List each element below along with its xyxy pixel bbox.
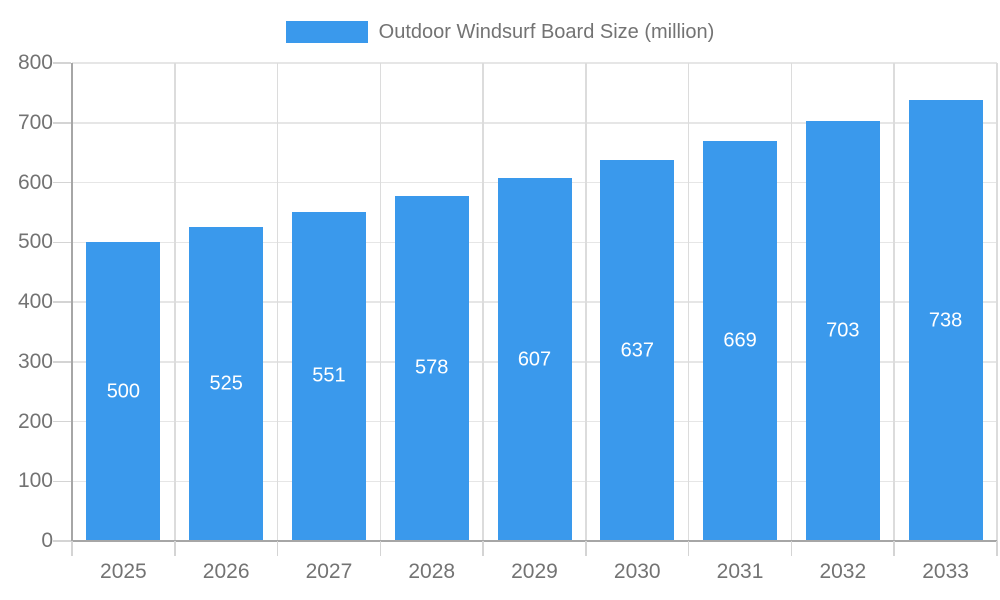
bar-value-label: 578: [415, 356, 449, 379]
y-axis-tick: [53, 480, 71, 482]
legend-swatch: [285, 21, 368, 43]
y-axis-tick: [53, 122, 71, 124]
v-gridline: [790, 63, 793, 541]
y-axis-tick: [53, 62, 71, 64]
x-axis-tick: [893, 541, 895, 556]
y-axis-tick: [53, 181, 71, 184]
x-axis-tick: [276, 541, 279, 556]
x-axis-tick-label: 2025: [100, 560, 147, 583]
bar-value-label: 607: [517, 348, 552, 371]
x-axis-tick-label: 2030: [613, 560, 661, 583]
y-axis-tick-label: 600: [17, 170, 53, 194]
y-axis-tick: [53, 540, 71, 542]
bar-2028: 578: [394, 195, 469, 541]
plot-area: 500 525 551 578 607 637 669 703 738: [72, 62, 998, 541]
y-axis-tick-label: 700: [17, 110, 53, 134]
v-gridline: [687, 63, 690, 541]
x-axis-tick-label: 2028: [408, 560, 456, 583]
bar-value-label: 703: [826, 319, 860, 342]
x-axis-tick: [482, 541, 484, 556]
v-gridline: [482, 63, 484, 541]
x-axis-tick: [379, 541, 382, 556]
y-axis-tick-label: 300: [17, 349, 53, 373]
x-axis-tick: [174, 541, 176, 556]
y-axis-tick: [53, 420, 71, 423]
x-axis-tick: [71, 541, 73, 556]
x-axis-tick-label: 2031: [716, 560, 764, 583]
x-axis-tick: [687, 541, 690, 556]
x-axis-tick: [790, 541, 793, 556]
y-axis-tick-label: 200: [17, 409, 53, 433]
v-gridline: [585, 63, 587, 541]
h-gridline: [72, 62, 997, 64]
v-gridline: [379, 63, 382, 541]
legend: Outdoor Windsurf Board Size (million): [0, 18, 1000, 46]
legend-label: Outdoor Windsurf Board Size (million): [378, 20, 715, 43]
bar-value-label: 525: [209, 372, 243, 395]
x-axis-line: [72, 539, 997, 542]
x-axis-tick-label: 2032: [819, 560, 867, 583]
v-gridline: [174, 63, 176, 541]
bar-2030: 637: [600, 160, 675, 541]
h-gridline: [72, 122, 997, 124]
bar-2026: 525: [189, 227, 264, 541]
y-axis-tick: [53, 241, 71, 243]
y-axis-tick-label: 0: [41, 529, 53, 552]
x-axis-tick-label: 2029: [511, 560, 558, 583]
y-axis-line: [70, 63, 73, 556]
v-gridline: [276, 63, 279, 541]
bar-value-label: 669: [723, 329, 757, 352]
x-axis-tick-label: 2026: [202, 560, 250, 583]
bar-2031: 669: [703, 141, 778, 541]
x-axis-tick: [585, 541, 587, 556]
y-axis-tick-label: 500: [17, 230, 53, 254]
x-axis-tick-label: 2027: [305, 560, 353, 583]
y-axis-tick-label: 400: [17, 290, 53, 313]
bar-value-label: 738: [928, 309, 963, 332]
y-axis-tick-label: 800: [17, 51, 53, 74]
bar-value-label: 500: [106, 380, 141, 403]
bar-2027: 551: [291, 211, 366, 541]
y-axis-tick: [53, 361, 71, 363]
x-axis-tick: [996, 541, 998, 556]
x-axis-tick-label: 2033: [922, 560, 969, 583]
bar-2029: 607: [497, 178, 572, 541]
v-gridline: [893, 63, 895, 541]
y-axis-tick: [53, 301, 71, 303]
bar-2033: 738: [908, 100, 983, 541]
bar-value-label: 637: [620, 339, 654, 362]
bar-2025: 500: [86, 242, 161, 541]
bar-value-label: 551: [312, 364, 346, 387]
y-axis-tick-label: 100: [17, 469, 53, 493]
bar-2032: 703: [805, 120, 880, 541]
v-gridline: [996, 63, 998, 541]
